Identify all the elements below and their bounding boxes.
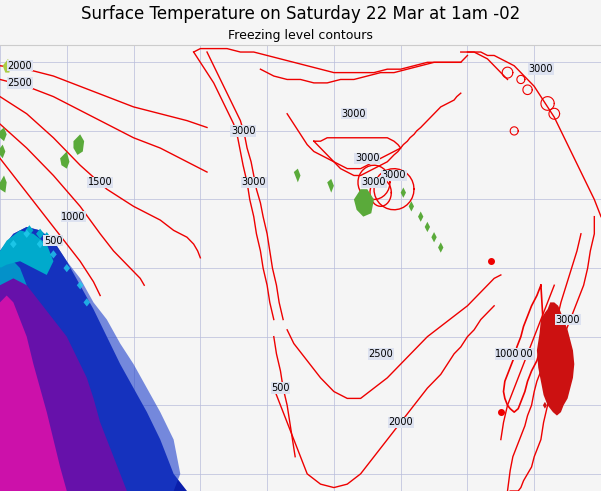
Polygon shape (2, 59, 11, 73)
Polygon shape (543, 402, 547, 409)
Text: 500: 500 (271, 383, 290, 393)
Text: 1000: 1000 (495, 349, 520, 359)
Text: Freezing level contours: Freezing level contours (228, 29, 373, 42)
Polygon shape (409, 201, 414, 212)
Polygon shape (0, 296, 67, 491)
Text: Surface Temperature on Saturday 22 Mar at 1am -02: Surface Temperature on Saturday 22 Mar a… (81, 5, 520, 24)
Polygon shape (0, 145, 5, 158)
Polygon shape (425, 222, 430, 232)
Polygon shape (354, 189, 374, 217)
Polygon shape (391, 170, 397, 181)
Polygon shape (561, 316, 566, 323)
Text: 3000: 3000 (529, 64, 553, 74)
Polygon shape (401, 188, 406, 198)
Text: 500: 500 (44, 236, 63, 246)
Text: 3000: 3000 (342, 109, 366, 119)
Polygon shape (73, 135, 84, 155)
Polygon shape (294, 168, 300, 182)
Text: 1500: 1500 (88, 177, 112, 188)
Polygon shape (0, 261, 26, 309)
Polygon shape (548, 368, 552, 375)
Text: 3000: 3000 (355, 153, 379, 164)
Text: 3000: 3000 (231, 126, 255, 136)
Polygon shape (36, 229, 44, 239)
Polygon shape (0, 227, 180, 491)
Polygon shape (0, 128, 7, 141)
Polygon shape (0, 227, 187, 491)
Polygon shape (438, 243, 444, 253)
Polygon shape (418, 212, 423, 222)
Polygon shape (552, 351, 557, 357)
Polygon shape (50, 250, 56, 258)
Polygon shape (0, 230, 53, 275)
Text: 1500: 1500 (508, 349, 533, 359)
Polygon shape (25, 225, 34, 236)
Polygon shape (16, 236, 24, 246)
Text: 2500: 2500 (8, 78, 32, 88)
Polygon shape (327, 179, 334, 192)
Polygon shape (64, 264, 70, 272)
Text: 3000: 3000 (362, 177, 386, 188)
Polygon shape (60, 152, 70, 168)
Polygon shape (537, 302, 575, 415)
Polygon shape (0, 278, 127, 491)
Text: 2500: 2500 (368, 349, 393, 359)
Polygon shape (546, 384, 549, 391)
Text: 3000: 3000 (382, 170, 406, 181)
Polygon shape (432, 232, 437, 243)
Polygon shape (557, 333, 560, 340)
Polygon shape (10, 240, 17, 248)
Polygon shape (43, 232, 50, 243)
Text: 2000: 2000 (8, 61, 32, 71)
Polygon shape (0, 175, 7, 192)
Polygon shape (37, 240, 43, 248)
Polygon shape (84, 298, 90, 306)
Text: 2000: 2000 (388, 417, 413, 427)
Polygon shape (23, 230, 30, 238)
Text: 1000: 1000 (61, 212, 86, 221)
Text: 3000: 3000 (555, 315, 580, 325)
Text: 3000: 3000 (242, 177, 266, 188)
Polygon shape (77, 281, 84, 289)
